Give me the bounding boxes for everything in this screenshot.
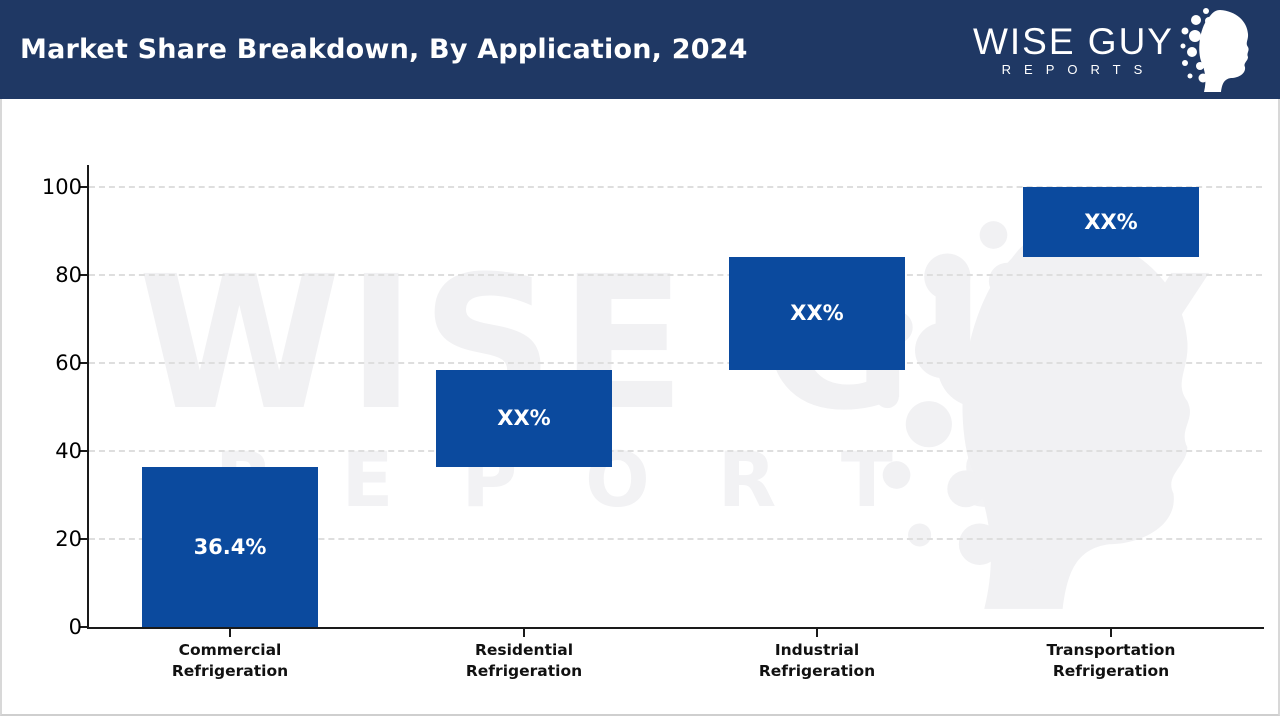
y-tick-60 (79, 362, 87, 364)
brand-logo: WISE GUY REPORTS (973, 7, 1254, 92)
bar-segment: XX% (1023, 187, 1199, 258)
header-bar: Market Share Breakdown, By Application, … (0, 0, 1280, 99)
gridline-20 (89, 538, 1262, 540)
x-tick (1110, 629, 1112, 637)
x-category-label: Residential Refrigeration (465, 641, 583, 680)
y-tick-40 (79, 450, 87, 452)
y-tick-label-80: 80 (55, 263, 82, 287)
y-tick-100 (79, 186, 87, 188)
gridline-80 (89, 274, 1262, 276)
bar-value-label: XX% (1084, 210, 1138, 235)
gridline-60 (89, 362, 1262, 364)
x-tick (523, 629, 525, 637)
brand-logo-text: WISE GUY REPORTS (973, 23, 1174, 76)
y-tick-label-0: 0 (68, 615, 82, 639)
bar-value-label: XX% (497, 406, 551, 431)
bar-value-label: XX% (790, 301, 844, 326)
y-tick-80 (79, 274, 87, 276)
y-tick-label-40: 40 (55, 439, 82, 463)
bar-segment: 36.4% (142, 466, 318, 627)
gridline-40 (89, 450, 1262, 452)
y-tick-20 (79, 538, 87, 540)
watermark-subtext: REPORTS (215, 435, 1084, 524)
y-axis-line (87, 165, 89, 627)
bar-value-label: 36.4% (193, 534, 267, 559)
y-tick-0 (79, 626, 87, 628)
brand-name: WISE GUY (972, 21, 1174, 62)
gridline-100 (89, 186, 1262, 188)
y-tick-label-100: 100 (41, 175, 82, 199)
x-tick (816, 629, 818, 637)
bar-segment: XX% (729, 257, 905, 370)
face-profile-icon (1180, 7, 1249, 92)
x-category-label: Transportation Refrigeration (1046, 641, 1176, 680)
y-tick-label-60: 60 (55, 351, 82, 375)
bar-segment: XX% (436, 369, 612, 467)
y-tick-label-20: 20 (55, 527, 82, 551)
x-category-label: Commercial Refrigeration (171, 641, 289, 680)
x-axis-line (87, 627, 1264, 629)
page-title: Market Share Breakdown, By Application, … (20, 34, 748, 65)
brand-subname: REPORTS (1001, 62, 1156, 77)
x-tick (229, 629, 231, 637)
x-category-label: Industrial Refrigeration (758, 641, 876, 680)
